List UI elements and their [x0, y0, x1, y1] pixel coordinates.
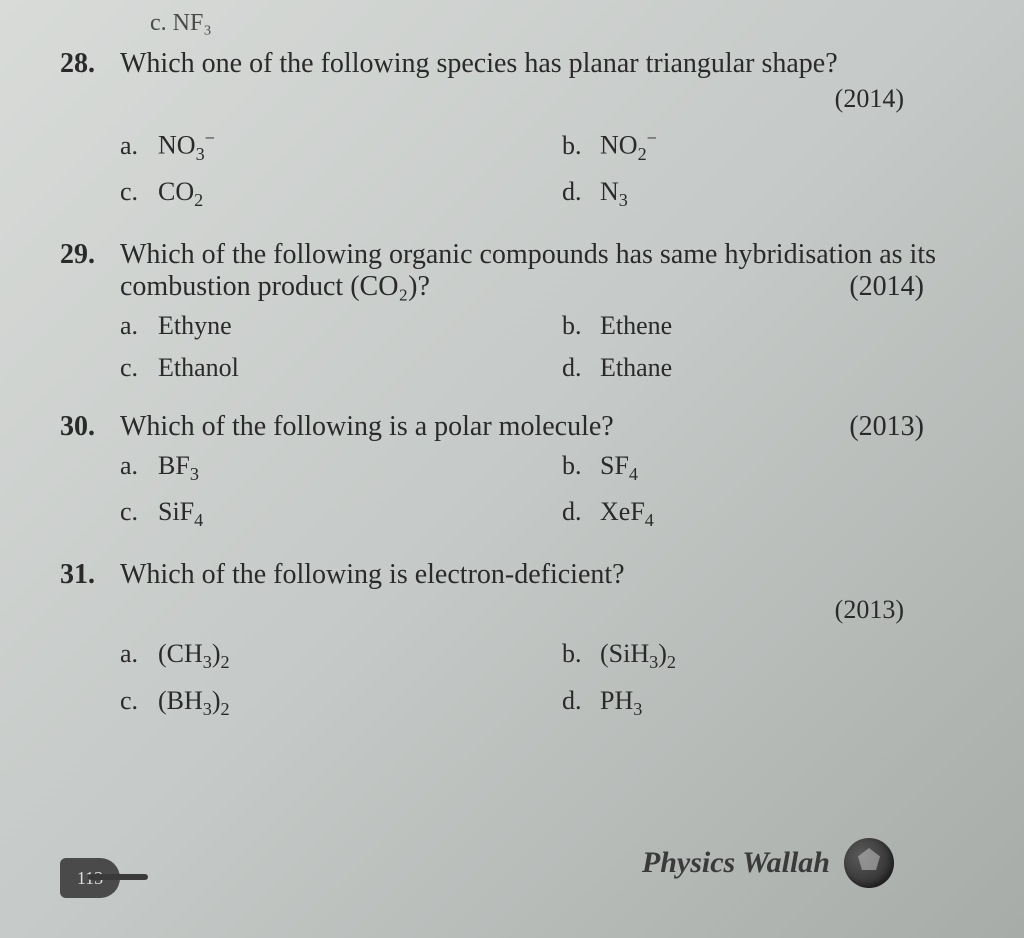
option-c: c. (BH3)2 — [120, 686, 522, 720]
question-year: (2013) — [60, 595, 904, 625]
option-value: NO3− — [158, 128, 215, 165]
option-value: SF4 — [600, 451, 638, 485]
option-value: XeF4 — [600, 497, 654, 531]
option-letter: b. — [562, 451, 590, 481]
option-c: c. Ethanol — [120, 353, 522, 383]
option-letter: b. — [562, 311, 590, 341]
question-number: 30. — [60, 411, 108, 443]
option-value: Ethane — [600, 353, 672, 383]
option-a: a. Ethyne — [120, 311, 522, 341]
option-d: d. Ethane — [562, 353, 964, 383]
question-year: (2014) — [60, 84, 904, 114]
option-letter: a. — [120, 131, 148, 161]
option-d: d. XeF4 — [562, 497, 964, 531]
question-year: (2013) — [849, 411, 924, 443]
question-text: Which of the following organic compounds… — [120, 239, 964, 303]
question-28: 28. Which one of the following species h… — [60, 48, 964, 211]
question-line: 29. Which of the following organic compo… — [60, 239, 964, 303]
option-value: PH3 — [600, 686, 642, 720]
previous-option-cut: c. NF₃ — [150, 10, 212, 37]
footer-branding: Physics Wallah — [642, 838, 894, 888]
option-letter: a. — [120, 639, 148, 669]
question-line: 28. Which one of the following species h… — [60, 48, 964, 80]
option-value: (CH3)2 — [158, 639, 230, 673]
question-text: Which one of the following species has p… — [120, 48, 964, 80]
question-line: 30. Which of the following is a polar mo… — [60, 411, 964, 443]
option-letter: d. — [562, 177, 590, 207]
option-value: CO2 — [158, 177, 203, 211]
option-letter: b. — [562, 131, 590, 161]
option-value: Ethyne — [158, 311, 232, 341]
options-grid: a. NO3− b. NO2− c. CO2 d. N3 — [120, 128, 964, 211]
page-container: c. NF₃ 28. Which one of the following sp… — [60, 20, 964, 918]
option-d: d. PH3 — [562, 686, 964, 720]
option-value: (BH3)2 — [158, 686, 230, 720]
question-text: Which of the following is electron-defic… — [120, 559, 964, 591]
option-b: b. (SiH3)2 — [562, 639, 964, 673]
option-value: Ethanol — [158, 353, 239, 383]
option-b: b. SF4 — [562, 451, 964, 485]
question-text-content: Which of the following organic compounds… — [120, 239, 936, 302]
page-number: 113 — [77, 868, 103, 889]
option-letter: d. — [562, 353, 590, 383]
physics-wallah-logo-icon — [844, 838, 894, 888]
question-line: 31. Which of the following is electron-d… — [60, 559, 964, 591]
option-letter: c. — [120, 353, 148, 383]
option-letter: c. — [120, 686, 148, 716]
option-b: b. NO2− — [562, 128, 964, 165]
option-a: a. (CH3)2 — [120, 639, 522, 673]
option-value: Ethene — [600, 311, 672, 341]
footer-text: Physics Wallah — [642, 846, 830, 880]
option-value: NO2− — [600, 128, 657, 165]
option-letter: b. — [562, 639, 590, 669]
option-value: (SiH3)2 — [600, 639, 676, 673]
option-letter: c. — [120, 177, 148, 207]
question-number: 28. — [60, 48, 108, 80]
options-grid: a. (CH3)2 b. (SiH3)2 c. (BH3)2 d. PH3 — [120, 639, 964, 719]
question-number: 29. — [60, 239, 108, 271]
option-letter: a. — [120, 311, 148, 341]
option-letter: d. — [562, 497, 590, 527]
question-number: 31. — [60, 559, 108, 591]
option-d: d. N3 — [562, 177, 964, 211]
option-c: c. CO2 — [120, 177, 522, 211]
option-a: a. BF3 — [120, 451, 522, 485]
question-text: Which of the following is a polar molecu… — [120, 411, 837, 443]
question-year: (2014) — [849, 271, 924, 303]
option-b: b. Ethene — [562, 311, 964, 341]
option-value: SiF4 — [158, 497, 203, 531]
option-value: N3 — [600, 177, 628, 211]
option-letter: a. — [120, 451, 148, 481]
option-value: BF3 — [158, 451, 199, 485]
option-letter: d. — [562, 686, 590, 716]
page-number-tab: 113 — [60, 858, 120, 898]
question-30: 30. Which of the following is a polar mo… — [60, 411, 964, 531]
option-a: a. NO3− — [120, 128, 522, 165]
option-c: c. SiF4 — [120, 497, 522, 531]
options-grid: a. BF3 b. SF4 c. SiF4 d. XeF4 — [120, 451, 964, 531]
option-letter: c. — [120, 497, 148, 527]
options-grid: a. Ethyne b. Ethene c. Ethanol d. Ethane — [120, 311, 964, 383]
question-31: 31. Which of the following is electron-d… — [60, 559, 964, 719]
question-29: 29. Which of the following organic compo… — [60, 239, 964, 383]
